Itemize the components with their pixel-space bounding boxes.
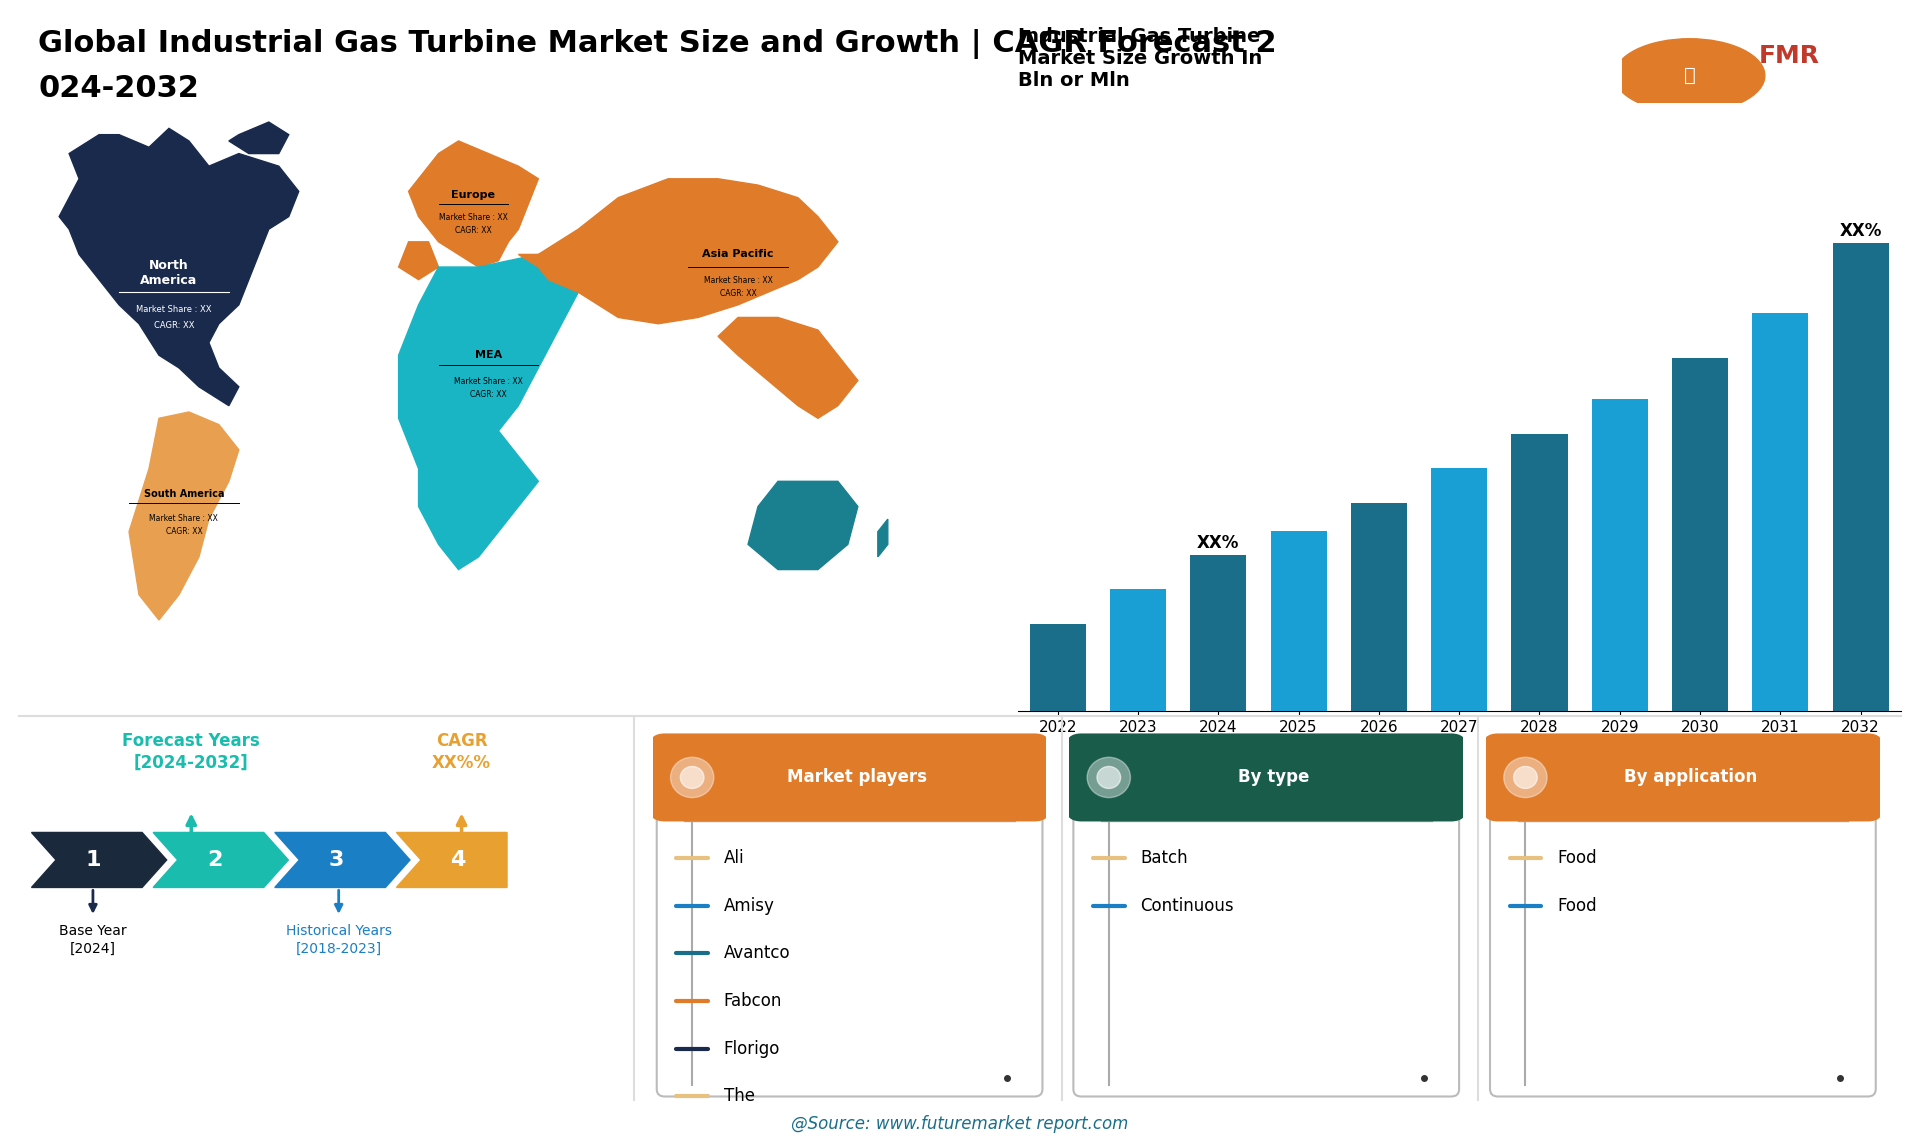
- Polygon shape: [718, 317, 858, 418]
- Text: Market Share : XX: Market Share : XX: [150, 515, 219, 523]
- FancyBboxPatch shape: [1066, 733, 1467, 822]
- Text: CAGR: XX: CAGR: XX: [470, 390, 507, 399]
- Text: CAGR: XX: CAGR: XX: [455, 226, 492, 235]
- Text: Ali: Ali: [724, 849, 745, 868]
- Polygon shape: [518, 179, 837, 323]
- Text: Florigo: Florigo: [724, 1039, 780, 1058]
- Bar: [1271, 531, 1327, 711]
- Text: Batch: Batch: [1140, 849, 1188, 868]
- Polygon shape: [399, 242, 438, 280]
- Text: MEA: MEA: [474, 351, 501, 360]
- Text: XX%: XX%: [1839, 222, 1882, 241]
- FancyBboxPatch shape: [649, 733, 1050, 822]
- Text: CAGR: XX: CAGR: XX: [165, 527, 202, 535]
- Text: FUTURE MARKET REPORT: FUTURE MARKET REPORT: [1741, 111, 1837, 119]
- Text: @Source: www.futuremarket report.com: @Source: www.futuremarket report.com: [791, 1115, 1129, 1132]
- Text: Market Share : XX: Market Share : XX: [136, 305, 211, 314]
- Text: Base Year
[2024]: Base Year [2024]: [60, 924, 127, 956]
- Text: Avantco: Avantco: [724, 944, 791, 963]
- Text: Market players: Market players: [787, 769, 927, 786]
- Bar: [1430, 469, 1488, 711]
- Polygon shape: [154, 832, 288, 887]
- Bar: [1672, 358, 1728, 711]
- Circle shape: [670, 758, 714, 798]
- Circle shape: [1513, 767, 1538, 788]
- Text: Industrial Gas Turbine
Market Size Growth In
Bln or Mln: Industrial Gas Turbine Market Size Growt…: [1018, 28, 1261, 91]
- Text: CAGR: XX: CAGR: XX: [154, 321, 194, 330]
- Text: 2: 2: [207, 850, 223, 870]
- Text: 4: 4: [449, 850, 465, 870]
- Circle shape: [1087, 758, 1131, 798]
- Text: South America: South America: [144, 489, 225, 499]
- Bar: [1511, 433, 1567, 711]
- Bar: [1592, 399, 1647, 711]
- Text: Continuous: Continuous: [1140, 897, 1235, 915]
- Bar: [1029, 625, 1087, 711]
- Text: 3: 3: [328, 850, 344, 870]
- Circle shape: [680, 767, 705, 788]
- Polygon shape: [409, 141, 538, 267]
- Text: The: The: [724, 1088, 755, 1106]
- Bar: [1352, 503, 1407, 711]
- Text: Europe: Europe: [451, 189, 495, 199]
- Text: Historical Years
[2018-2023]: Historical Years [2018-2023]: [286, 924, 392, 956]
- Text: By type: By type: [1238, 769, 1309, 786]
- Text: Global Industrial Gas Turbine Market Size and Growth | CAGR Forecast 2: Global Industrial Gas Turbine Market Siz…: [38, 29, 1277, 58]
- Text: Fabcon: Fabcon: [724, 992, 781, 1010]
- Bar: [1190, 555, 1246, 711]
- Polygon shape: [228, 121, 288, 154]
- Text: XX%: XX%: [1198, 534, 1240, 552]
- Bar: [1753, 313, 1809, 711]
- Circle shape: [1503, 758, 1548, 798]
- Circle shape: [1615, 39, 1764, 112]
- Text: North
America: North America: [140, 259, 198, 288]
- Text: 1: 1: [84, 850, 100, 870]
- Text: Food: Food: [1557, 897, 1597, 915]
- Text: Market Share : XX: Market Share : XX: [453, 377, 522, 386]
- Polygon shape: [396, 832, 507, 887]
- FancyBboxPatch shape: [1482, 733, 1884, 822]
- Text: FMR: FMR: [1759, 44, 1820, 68]
- Polygon shape: [749, 481, 858, 570]
- Text: Food: Food: [1557, 849, 1597, 868]
- Polygon shape: [60, 128, 300, 406]
- Bar: [1110, 589, 1165, 711]
- Polygon shape: [877, 519, 887, 557]
- Text: CAGR
XX%%: CAGR XX%%: [432, 731, 492, 772]
- Circle shape: [1096, 767, 1121, 788]
- Text: CAGR: XX: CAGR: XX: [720, 289, 756, 298]
- Text: Amisy: Amisy: [724, 897, 774, 915]
- Text: Market Share : XX: Market Share : XX: [703, 276, 772, 285]
- Polygon shape: [275, 832, 411, 887]
- Text: Market Share : XX: Market Share : XX: [440, 213, 509, 222]
- Polygon shape: [129, 411, 238, 620]
- Polygon shape: [31, 832, 167, 887]
- Bar: [1832, 243, 1889, 711]
- Text: 🏃: 🏃: [1684, 66, 1695, 85]
- Text: Asia Pacific: Asia Pacific: [703, 250, 774, 259]
- Text: 024-2032: 024-2032: [38, 74, 200, 103]
- Text: By application: By application: [1624, 769, 1757, 786]
- Polygon shape: [399, 254, 578, 570]
- Text: Forecast Years
[2024-2032]: Forecast Years [2024-2032]: [123, 731, 259, 772]
